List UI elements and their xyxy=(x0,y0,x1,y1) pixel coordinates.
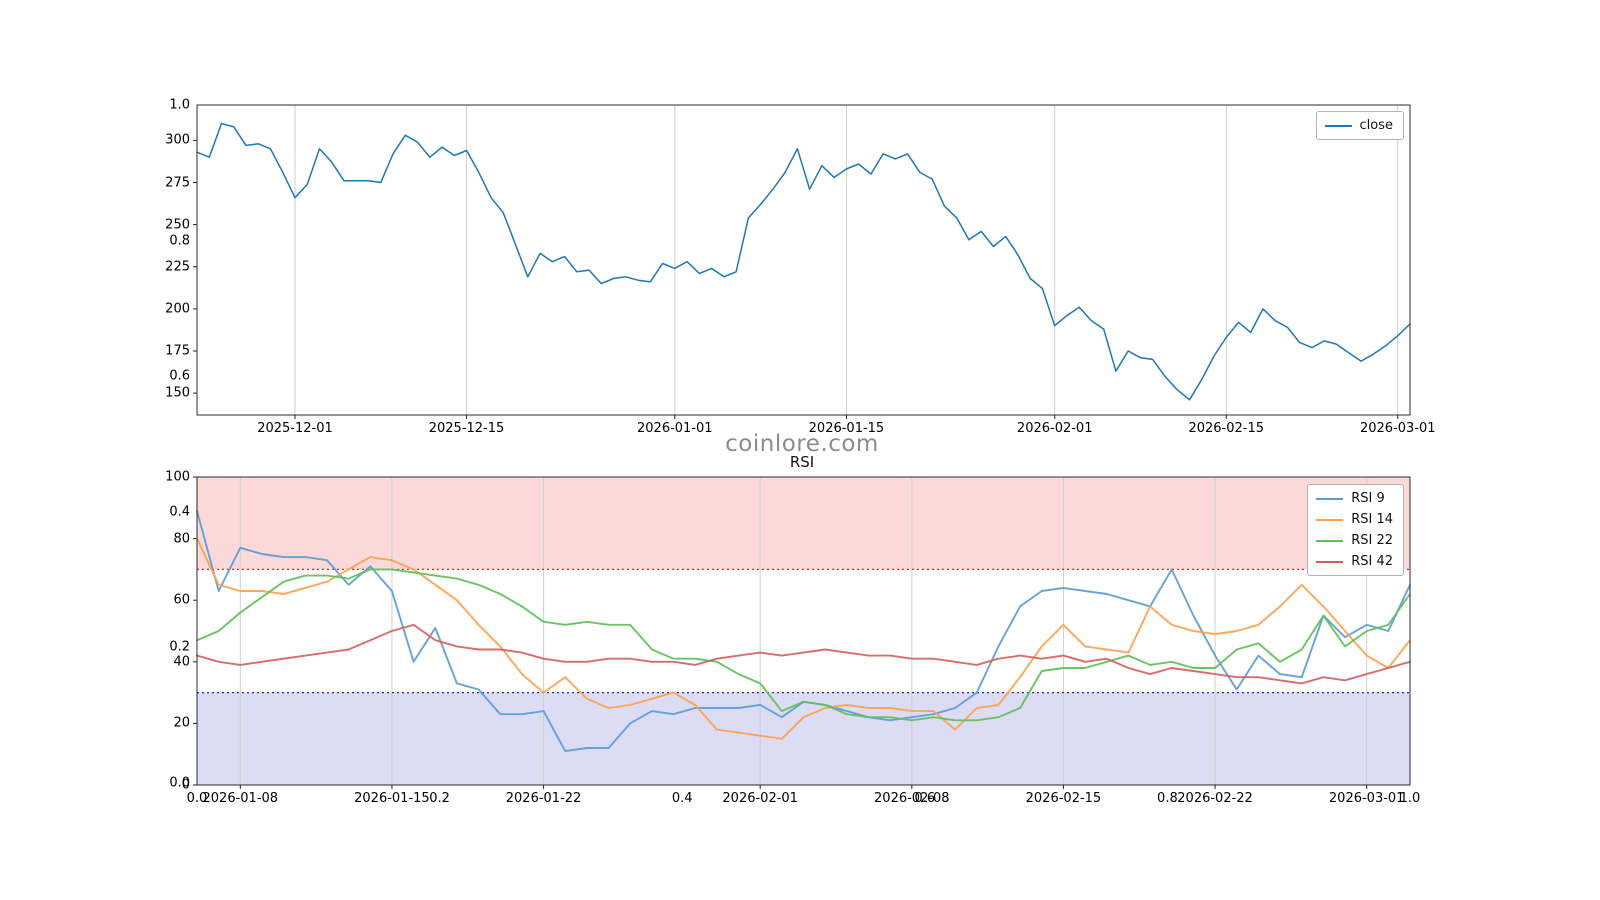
rsi-chart-title: RSI xyxy=(789,453,815,471)
band-oversold xyxy=(197,692,1410,785)
overlay-y-tick-label: 1.0 xyxy=(169,97,190,113)
rsi-legend: RSI 9 RSI 14 RSI 22 RSI 42 xyxy=(1307,484,1404,576)
legend-label: RSI 14 xyxy=(1351,512,1393,527)
legend-label: RSI 42 xyxy=(1351,554,1393,569)
y-tick-label: 80 xyxy=(173,531,190,547)
y-tick-label: 100 xyxy=(165,469,190,485)
y-tick-label: 225 xyxy=(165,259,190,275)
series-line-rsi-14 xyxy=(196,537,1411,740)
overlay-y-tick-label: 0.8 xyxy=(169,233,190,249)
legend-label: RSI 9 xyxy=(1351,491,1385,506)
y-tick-label: 0 xyxy=(181,777,190,793)
overlay-y-tick-label: 0.6 xyxy=(169,368,190,384)
overlay-x-tick-label: 0.0 xyxy=(186,791,208,806)
overlay-x-tick-label: 0.2 xyxy=(429,791,450,806)
legend-line-sample xyxy=(1316,518,1344,521)
overlay-x-tick-label: 0.8 xyxy=(1157,791,1178,806)
band-overbought xyxy=(197,477,1410,570)
legend-item-rsi-14: RSI 14 xyxy=(1316,509,1393,530)
x-tick-label: 2026-02-01 xyxy=(1016,421,1093,436)
legend-item-rsi-9: RSI 9 xyxy=(1316,488,1393,509)
overlay-y-tick-label: 0.0 xyxy=(169,775,190,791)
series-line-rsi-42 xyxy=(196,623,1411,685)
x-tick-label: 2026-02-08 xyxy=(874,791,950,806)
price-legend: close xyxy=(1315,111,1404,140)
legend-line-sample xyxy=(1316,497,1344,500)
legend-item-rsi-22: RSI 22 xyxy=(1316,530,1393,551)
x-tick-label: 2026-01-08 xyxy=(202,791,279,806)
y-tick-label: 175 xyxy=(165,343,190,359)
y-tick-label: 300 xyxy=(165,132,190,148)
overlay-x-tick-label: 0.4 xyxy=(671,791,693,806)
overlay-y-tick-label: 0.2 xyxy=(169,639,190,655)
x-tick-label: 2026-01-01 xyxy=(637,421,713,436)
x-tick-label: 2025-12-15 xyxy=(428,421,505,436)
x-tick-label: 2026-02-01 xyxy=(722,791,798,806)
x-tick-label: 2026-02-22 xyxy=(1177,791,1253,806)
axes-frame xyxy=(196,104,1411,416)
y-tick-label: 60 xyxy=(173,592,190,608)
x-tick-label: 2026-01-15 xyxy=(808,421,885,436)
x-tick-label: 2026-01-22 xyxy=(505,791,582,806)
x-tick-label: 2026-03-01 xyxy=(1328,791,1405,806)
y-tick-label: 150 xyxy=(165,385,190,401)
x-tick-label: 2025-12-01 xyxy=(257,421,333,436)
axes-frame xyxy=(196,476,1411,786)
x-tick-label: 2026-02-15 xyxy=(1025,791,1102,806)
legend-item-rsi-42: RSI 42 xyxy=(1316,551,1393,572)
legend-line-sample xyxy=(1316,560,1344,563)
watermark: coinlore.com xyxy=(725,431,879,457)
overlay-x-tick-label: 0.6 xyxy=(914,791,936,806)
y-tick-label: 200 xyxy=(165,301,190,317)
series-line-rsi-22 xyxy=(196,568,1411,722)
y-tick-label: 275 xyxy=(165,175,190,190)
y-tick-label: 20 xyxy=(173,715,190,731)
legend-line-sample xyxy=(1324,124,1352,127)
legend-label: close xyxy=(1359,118,1393,133)
x-tick-label: 2026-01-15 xyxy=(354,791,430,806)
y-tick-label: 250 xyxy=(165,217,190,233)
x-tick-label: 2026-02-15 xyxy=(1188,421,1264,436)
legend-item-close: close xyxy=(1324,115,1393,136)
overlay-y-tick-label: 0.4 xyxy=(169,504,190,520)
legend-label: RSI 22 xyxy=(1351,533,1393,548)
overlay-x-tick-label: 1.0 xyxy=(1399,791,1421,806)
x-tick-label: 2026-03-01 xyxy=(1359,421,1436,436)
series-line-close xyxy=(196,122,1411,401)
y-tick-label: 40 xyxy=(173,654,190,670)
legend-line-sample xyxy=(1316,539,1344,542)
